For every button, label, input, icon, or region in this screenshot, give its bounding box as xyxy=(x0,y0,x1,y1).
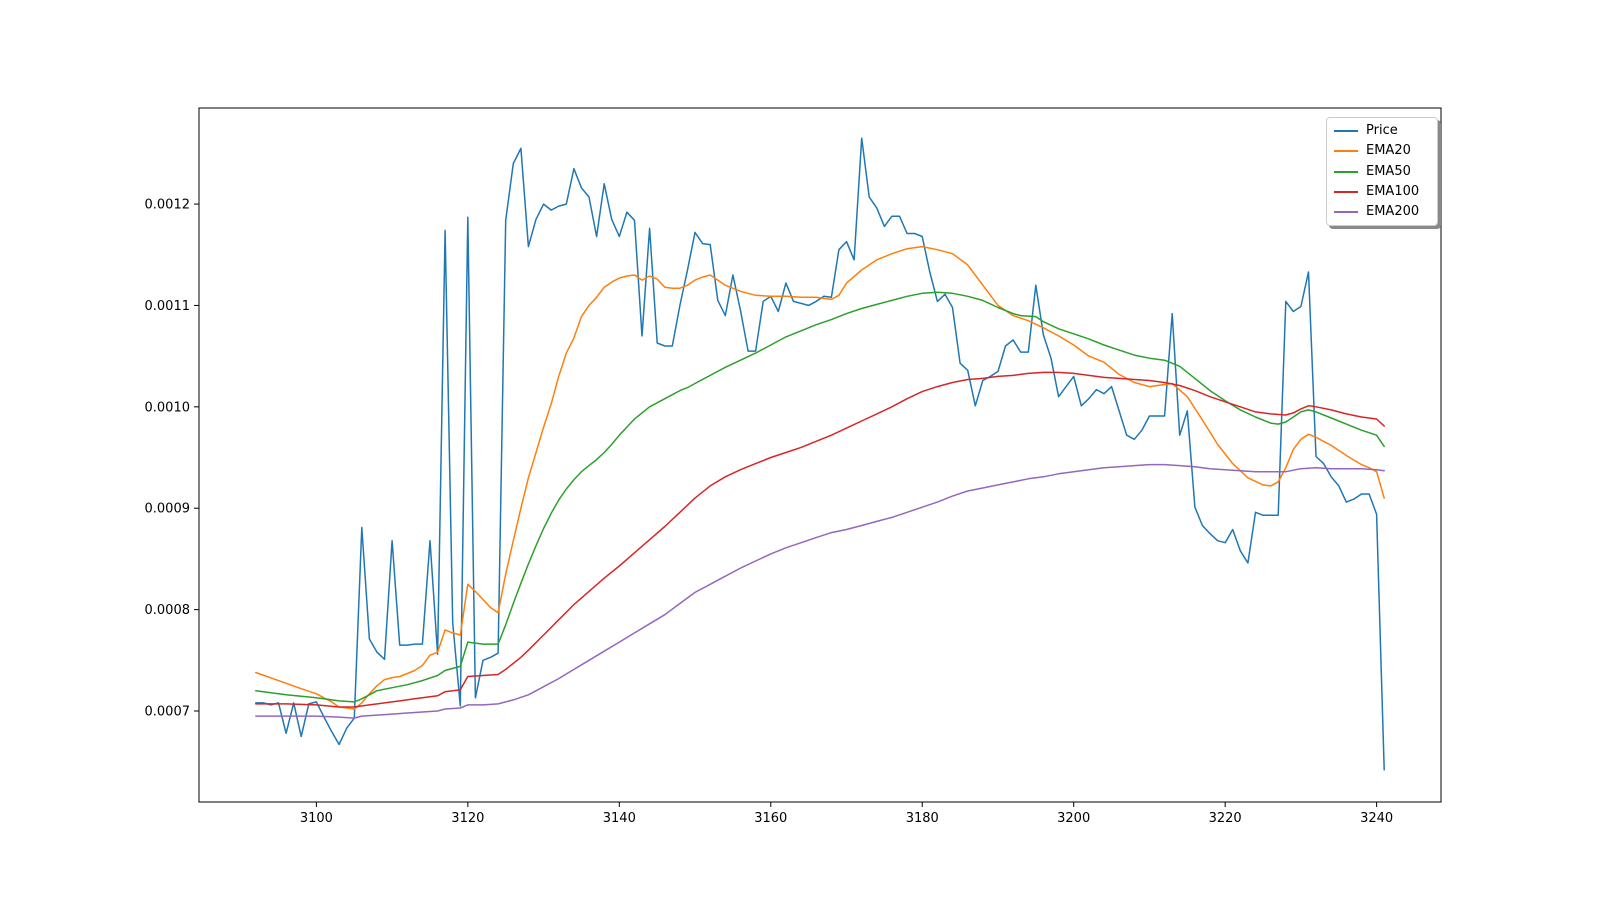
ema200-line-swatch xyxy=(1334,211,1358,214)
ema200-line xyxy=(255,463,1385,719)
ema100-line xyxy=(255,371,1385,708)
plot-border xyxy=(198,107,1442,803)
price-line-swatch xyxy=(1334,130,1358,133)
y-tick-label: 0.0012 xyxy=(145,198,191,213)
x-tick-label: 3220 xyxy=(1209,811,1242,826)
legend-item-ema50[interactable]: EMA50 xyxy=(1334,162,1430,182)
ema20-line xyxy=(255,245,1385,710)
price-line xyxy=(255,137,1385,771)
legend-item-ema20[interactable]: EMA20 xyxy=(1334,141,1430,161)
legend-item-ema100[interactable]: EMA100 xyxy=(1334,182,1430,202)
ema50-line xyxy=(255,291,1385,703)
legend-label-price: Price xyxy=(1366,123,1398,138)
x-tick-label: 3100 xyxy=(300,811,333,826)
ema100-line-swatch xyxy=(1334,191,1358,194)
x-tick-label: 3120 xyxy=(451,811,484,826)
ema50-line-swatch xyxy=(1334,170,1358,173)
x-tick-label: 3240 xyxy=(1360,811,1393,826)
legend-label-ema200: EMA200 xyxy=(1366,204,1420,220)
legend-label-ema50: EMA50 xyxy=(1366,163,1411,179)
y-tick-label: 0.0010 xyxy=(145,400,191,415)
ema20-line-swatch xyxy=(1334,150,1358,153)
x-tick-label: 3180 xyxy=(906,811,939,826)
y-tick-label: 0.0007 xyxy=(145,705,191,720)
legend-item-price[interactable]: Price xyxy=(1334,121,1430,141)
y-tick-label: 0.0008 xyxy=(145,603,191,618)
legend-label-ema100: EMA100 xyxy=(1366,183,1420,199)
legend[interactable]: Price EMA20 EMA50 EMA100 EMA200 xyxy=(1326,117,1438,227)
y-tick-label: 0.0011 xyxy=(145,299,191,314)
legend-label-ema20: EMA20 xyxy=(1366,143,1411,159)
legend-item-ema200[interactable]: EMA200 xyxy=(1334,202,1430,222)
y-tick-label: 0.0009 xyxy=(145,502,191,517)
x-tick-label: 3160 xyxy=(754,811,787,826)
x-tick-label: 3140 xyxy=(603,811,636,826)
x-tick-label: 3200 xyxy=(1057,811,1090,826)
